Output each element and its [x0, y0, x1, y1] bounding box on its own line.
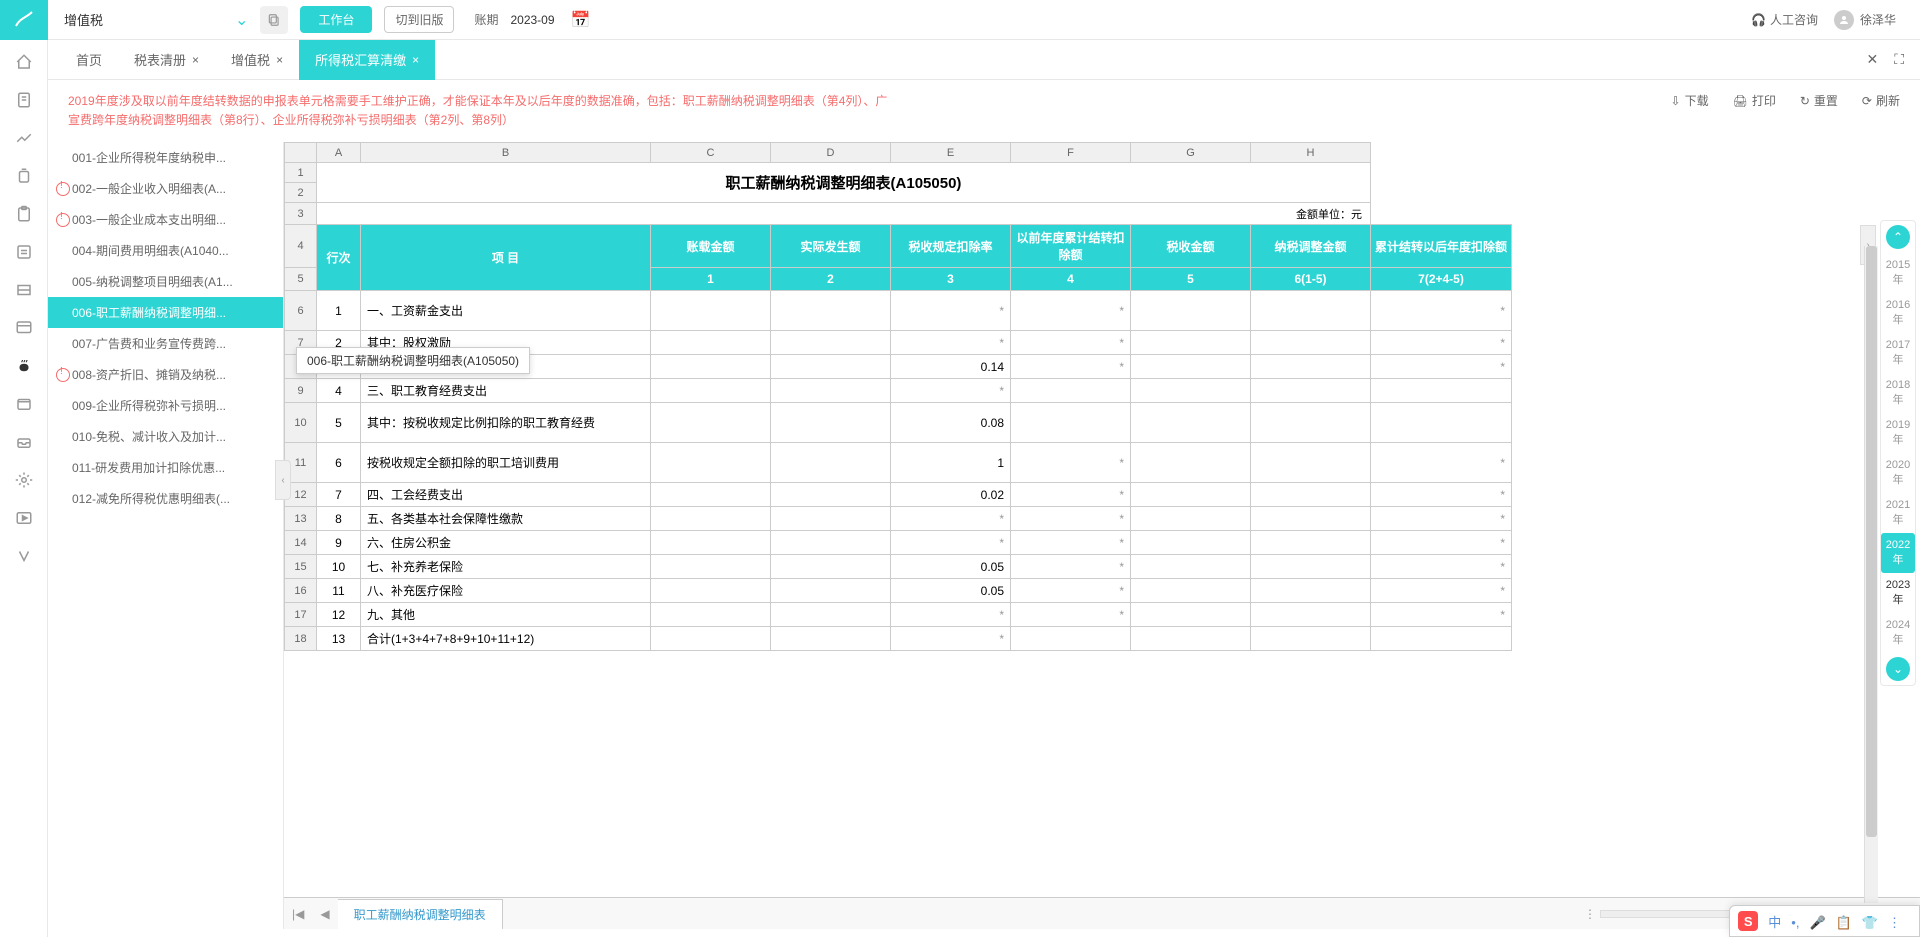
form-item[interactable]: 011-研发费用加计扣除优惠...	[48, 452, 283, 483]
tab-增值税[interactable]: 增值税×	[215, 40, 299, 80]
period-value: 2023-09	[510, 13, 554, 27]
form-item[interactable]: 008-资产折旧、摊销及纳税...	[48, 359, 283, 390]
year-up-icon[interactable]: ⌃	[1886, 225, 1910, 249]
avatar-icon	[1834, 10, 1854, 30]
year-item[interactable]: 2024年	[1881, 613, 1915, 653]
left-sidebar	[0, 40, 48, 937]
period-label: 账期	[474, 11, 498, 28]
year-panel: ⌃ 2015年2016年2017年2018年2019年2020年2021年202…	[1880, 220, 1916, 686]
sheet-nav-first[interactable]: |◀	[284, 907, 312, 921]
expand-icon[interactable]: ⛶	[1890, 47, 1908, 72]
tax-type-dropdown-icon[interactable]: ⌄	[235, 10, 248, 30]
tab-close-icon[interactable]: ×	[192, 53, 199, 67]
folder-icon[interactable]	[14, 394, 34, 414]
tab-所得税汇算清缴[interactable]: 所得税汇算清缴×	[299, 40, 435, 80]
print-icon: 🖨	[1733, 94, 1748, 108]
video-icon[interactable]	[14, 508, 34, 528]
doc-icon[interactable]	[14, 90, 34, 110]
steam-icon[interactable]	[14, 356, 34, 376]
form-item[interactable]: 005-纳税调整项目明细表(A1...	[48, 266, 283, 297]
gear-icon[interactable]	[14, 470, 34, 490]
workbench-button[interactable]: 工作台	[300, 6, 372, 33]
consult-link[interactable]: 🎧 人工咨询	[1751, 11, 1818, 28]
copy-icon[interactable]	[260, 6, 288, 34]
warning-text: 2019年度涉及取以前年度结转数据的申报表单元格需要手工维护正确，才能保证本年及…	[68, 92, 888, 130]
collapse-handle[interactable]: ‹	[275, 460, 291, 500]
ime-item[interactable]: 中	[1768, 915, 1781, 930]
form-item[interactable]: 007-广告费和业务宣传费跨...	[48, 328, 283, 359]
status-icon: ⋮	[1584, 907, 1596, 921]
old-version-button[interactable]: 切到旧版	[384, 6, 454, 33]
form-item[interactable]: 006-职工薪酬纳税调整明细...	[48, 297, 283, 328]
tab-首页[interactable]: 首页	[60, 40, 118, 80]
print-button[interactable]: 🖨打印	[1733, 92, 1776, 109]
form-item[interactable]: 009-企业所得税弥补亏损明...	[48, 390, 283, 421]
reset-button[interactable]: ↻重置	[1800, 92, 1838, 109]
spreadsheet[interactable]: ABCDEFGH1职工薪酬纳税调整明细表(A105050)23金额单位：元4行次…	[284, 142, 1512, 651]
year-item[interactable]: 2020年	[1881, 453, 1915, 493]
ime-item[interactable]: •,	[1791, 915, 1799, 930]
year-item[interactable]: 2023年	[1881, 573, 1915, 613]
form-item[interactable]: 002-一般企业收入明细表(A...	[48, 173, 283, 204]
report-icon[interactable]	[14, 242, 34, 262]
form-item[interactable]: 004-期间费用明细表(A1040...	[48, 235, 283, 266]
reset-icon: ↻	[1800, 94, 1810, 108]
year-item[interactable]: 2022年	[1881, 533, 1915, 573]
form-item[interactable]: 001-企业所得税年度纳税申...	[48, 142, 283, 173]
download-button[interactable]: ⇩下载	[1671, 92, 1709, 109]
tab-税表清册[interactable]: 税表清册×	[118, 40, 215, 80]
tooltip: 006-职工薪酬纳税调整明细表(A105050)	[296, 347, 530, 374]
grid-icon[interactable]	[14, 318, 34, 338]
headset-icon: 🎧	[1751, 13, 1766, 27]
tax-type-label: 增值税	[64, 10, 103, 29]
ime-item[interactable]: 🎤	[1809, 915, 1825, 930]
inbox-icon[interactable]	[14, 432, 34, 452]
year-item[interactable]: 2015年	[1881, 253, 1915, 293]
year-item[interactable]: 2019年	[1881, 413, 1915, 453]
chart-icon[interactable]	[14, 128, 34, 148]
money-icon[interactable]	[14, 166, 34, 186]
year-item[interactable]: 2016年	[1881, 293, 1915, 333]
ime-item[interactable]: 👕	[1862, 915, 1878, 930]
ime-item[interactable]: ⋮	[1888, 915, 1901, 930]
refresh-icon: ⟳	[1862, 94, 1872, 108]
tab-close-icon[interactable]: ×	[412, 53, 419, 67]
tab-close-icon[interactable]: ×	[276, 53, 283, 67]
user-menu[interactable]: 徐泽华	[1834, 10, 1896, 30]
ime-item[interactable]: 📋	[1836, 915, 1852, 930]
tabs-bar: 首页税表清册×增值税×所得税汇算清缴× ✕ ⛶	[48, 40, 1920, 80]
form-item[interactable]: 003-一般企业成本支出明细...	[48, 204, 283, 235]
form-item[interactable]: 012-减免所得税优惠明细表(...	[48, 483, 283, 514]
vertical-scrollbar[interactable]	[1864, 246, 1878, 903]
sheet-nav-prev[interactable]: ◀	[312, 907, 337, 921]
home-icon[interactable]	[14, 52, 34, 72]
year-item[interactable]: 2018年	[1881, 373, 1915, 413]
download-icon: ⇩	[1671, 94, 1681, 108]
form-list: 001-企业所得税年度纳税申...002-一般企业收入明细表(A...003-一…	[48, 142, 284, 929]
ime-logo-icon: S	[1738, 911, 1758, 931]
calendar-icon[interactable]: 📅	[571, 10, 591, 30]
clipboard-icon[interactable]	[14, 204, 34, 224]
year-down-icon[interactable]: ⌄	[1886, 657, 1910, 681]
year-item[interactable]: 2017年	[1881, 333, 1915, 373]
year-item[interactable]: 2021年	[1881, 493, 1915, 533]
refresh-button[interactable]: ⟳刷新	[1862, 92, 1900, 109]
v-icon[interactable]	[14, 546, 34, 566]
app-logo[interactable]	[0, 0, 48, 40]
ime-bar[interactable]: S 中 •, 🎤 📋 👕 ⋮	[1729, 905, 1920, 937]
stamp-icon[interactable]	[14, 280, 34, 300]
sheet-tab[interactable]: 职工薪酬纳税调整明细表	[338, 899, 503, 929]
form-item[interactable]: 010-免税、减计收入及加计...	[48, 421, 283, 452]
close-all-icon[interactable]: ✕	[1862, 47, 1882, 72]
